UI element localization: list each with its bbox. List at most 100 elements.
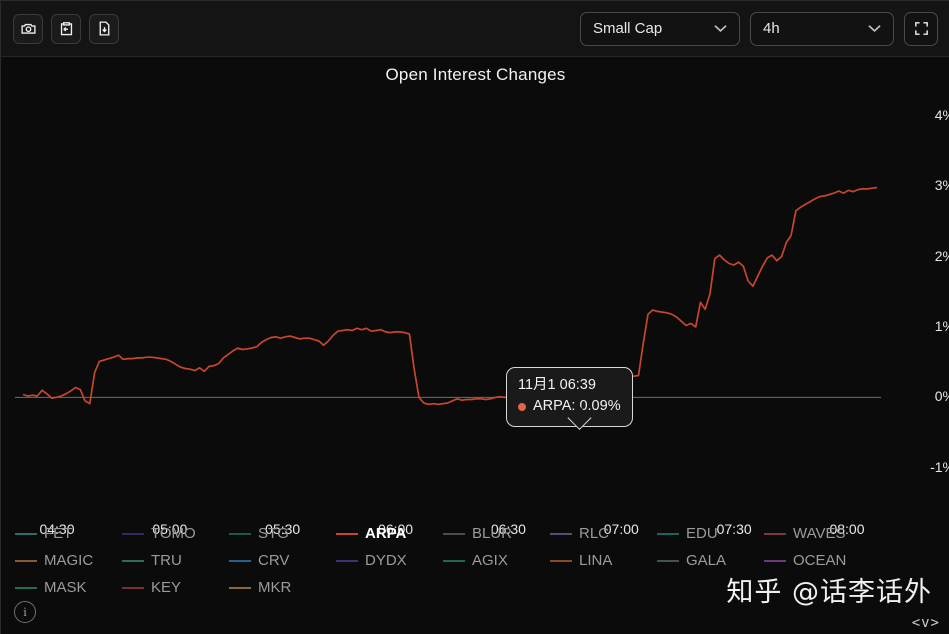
legend-color-swatch — [764, 559, 786, 562]
legend-color-swatch — [122, 559, 144, 562]
legend-color-swatch — [764, 532, 786, 535]
chevron-down-icon — [714, 20, 727, 37]
series-line — [22, 186, 878, 406]
legend-label: MASK — [44, 579, 87, 596]
legend-label: MAGIC — [44, 552, 94, 569]
legend-color-swatch — [336, 532, 358, 535]
clipboard-paste-icon-button[interactable] — [51, 13, 81, 44]
plot-svg — [15, 186, 881, 408]
toolbar-controls: Small Cap 4h — [580, 11, 938, 46]
legend-color-swatch — [122, 586, 144, 589]
legend-item-key[interactable]: KEY — [122, 579, 229, 596]
legend-label: ARPA — [365, 525, 407, 542]
legend-item-gala[interactable]: GALA — [657, 552, 764, 569]
tooltip-date: 11月1 06:39 — [518, 377, 596, 393]
timeframe-select[interactable]: 4h — [750, 11, 894, 46]
legend-color-swatch — [229, 559, 251, 562]
legend-label: DYDX — [365, 552, 407, 569]
x-axis-tick: 05:00 — [152, 521, 188, 537]
x-axis-tick: 07:30 — [716, 521, 752, 537]
legend-label: OCEAN — [793, 552, 847, 569]
toolbar: Small Cap 4h — [1, 1, 949, 57]
legend-label: LINA — [579, 552, 613, 569]
file-download-icon-button[interactable] — [89, 13, 119, 44]
chart-panel: Open Interest Changes 4% 3% 2% 1% 0% -1% 04:3… — [1, 57, 949, 634]
market-cap-select-value: Small Cap — [593, 20, 663, 37]
legend-item-dydx[interactable]: DYDX — [336, 552, 443, 569]
y-axis-tick: 1% — [934, 317, 949, 334]
legend-color-swatch — [657, 532, 679, 535]
legend-item-agix[interactable]: AGIX — [443, 552, 550, 569]
legend-item-blur[interactable]: BLUR — [443, 525, 550, 542]
nav-arrows[interactable]: <v> — [911, 615, 940, 631]
watermark: 知乎 @话李话外 — [726, 577, 932, 608]
x-axis-tick: 06:00 — [378, 521, 414, 537]
legend-color-swatch — [122, 532, 144, 535]
x-axis-tick: 07:00 — [603, 521, 639, 537]
info-icon[interactable]: i — [14, 601, 36, 623]
legend-item-tru[interactable]: TRU — [122, 552, 229, 569]
legend-label: CRV — [258, 552, 290, 569]
legend-item-edu[interactable]: EDU — [657, 525, 764, 542]
legend-item-crv[interactable]: CRV — [229, 552, 336, 569]
legend-item-ocean[interactable]: OCEAN — [764, 552, 871, 569]
legend-color-swatch — [550, 532, 572, 535]
legend-item-mask[interactable]: MASK — [15, 579, 122, 596]
legend-item-lina[interactable]: LINA — [550, 552, 657, 569]
market-cap-select[interactable]: Small Cap — [580, 11, 740, 46]
legend-label: BLUR — [472, 525, 513, 542]
chart-legend: FET TOMO STG ARPA BLUR RLC EDU WAVES MAGIC TRU CRV… — [15, 525, 920, 596]
legend-label: FET — [44, 525, 73, 542]
x-axis-tick: 05:30 — [265, 521, 301, 537]
legend-label: WAVES — [793, 525, 846, 542]
legend-label: GALA — [686, 552, 727, 569]
legend-item-rlc[interactable]: RLC — [550, 525, 657, 542]
legend-color-swatch — [15, 586, 37, 589]
legend-color-swatch — [336, 559, 358, 562]
legend-color-swatch — [229, 532, 251, 535]
x-axis-tick: 08:00 — [829, 521, 865, 537]
legend-label: AGIX — [472, 552, 508, 569]
toolbar-actions — [13, 13, 119, 44]
x-axis-tick: 06:30 — [490, 521, 526, 537]
legend-color-swatch — [443, 532, 465, 535]
tooltip-series-entry: ARPA: 0.09% — [533, 398, 621, 415]
chevron-down-icon — [868, 20, 881, 37]
tooltip-series-row: ARPA: 0.09% — [518, 396, 621, 417]
legend-label: KEY — [151, 579, 182, 596]
legend-color-swatch — [657, 559, 679, 562]
x-axis-tick: 04:30 — [39, 521, 75, 537]
y-axis-tick: -1% — [930, 458, 949, 475]
fullscreen-icon — [914, 22, 928, 35]
legend-item-waves[interactable]: WAVES — [764, 525, 871, 542]
legend-item-stg[interactable]: STG — [229, 525, 336, 542]
legend-color-swatch — [443, 559, 465, 562]
chart-title: Open Interest Changes — [385, 65, 566, 84]
legend-item-mkr[interactable]: MKR — [229, 579, 336, 596]
y-axis-tick: 3% — [934, 177, 949, 194]
fullscreen-button[interactable] — [904, 11, 938, 46]
legend-label: TOMO — [151, 525, 196, 542]
chart-tooltip: 11月1 06:39 ARPA: 0.09% — [506, 367, 633, 428]
timeframe-select-value: 4h — [763, 20, 780, 37]
legend-label: STG — [258, 525, 289, 542]
y-axis-tick: 4% — [934, 106, 949, 123]
plot-area[interactable]: 4% 3% 2% 1% 0% -1% 04:30 05:00 05:30 06:00 06:30 0… — [15, 91, 949, 537]
legend-label: TRU — [151, 552, 182, 569]
legend-item-arpa[interactable]: ARPA — [336, 525, 443, 542]
legend-item-magic[interactable]: MAGIC — [15, 552, 122, 569]
legend-item-tomo[interactable]: TOMO — [122, 525, 229, 542]
legend-label: MKR — [258, 579, 292, 596]
legend-color-swatch — [15, 559, 37, 562]
y-axis-tick: 2% — [934, 247, 949, 264]
file-download-icon — [99, 21, 109, 36]
legend-color-swatch — [550, 559, 572, 562]
camera-icon — [20, 23, 36, 34]
camera-icon-button[interactable] — [13, 13, 43, 44]
clipboard-paste-icon — [60, 22, 72, 36]
legend-color-swatch — [229, 586, 251, 589]
legend-color-swatch — [15, 532, 37, 535]
y-axis-tick: 0% — [934, 388, 949, 405]
legend-item-fet[interactable]: FET — [15, 525, 122, 542]
